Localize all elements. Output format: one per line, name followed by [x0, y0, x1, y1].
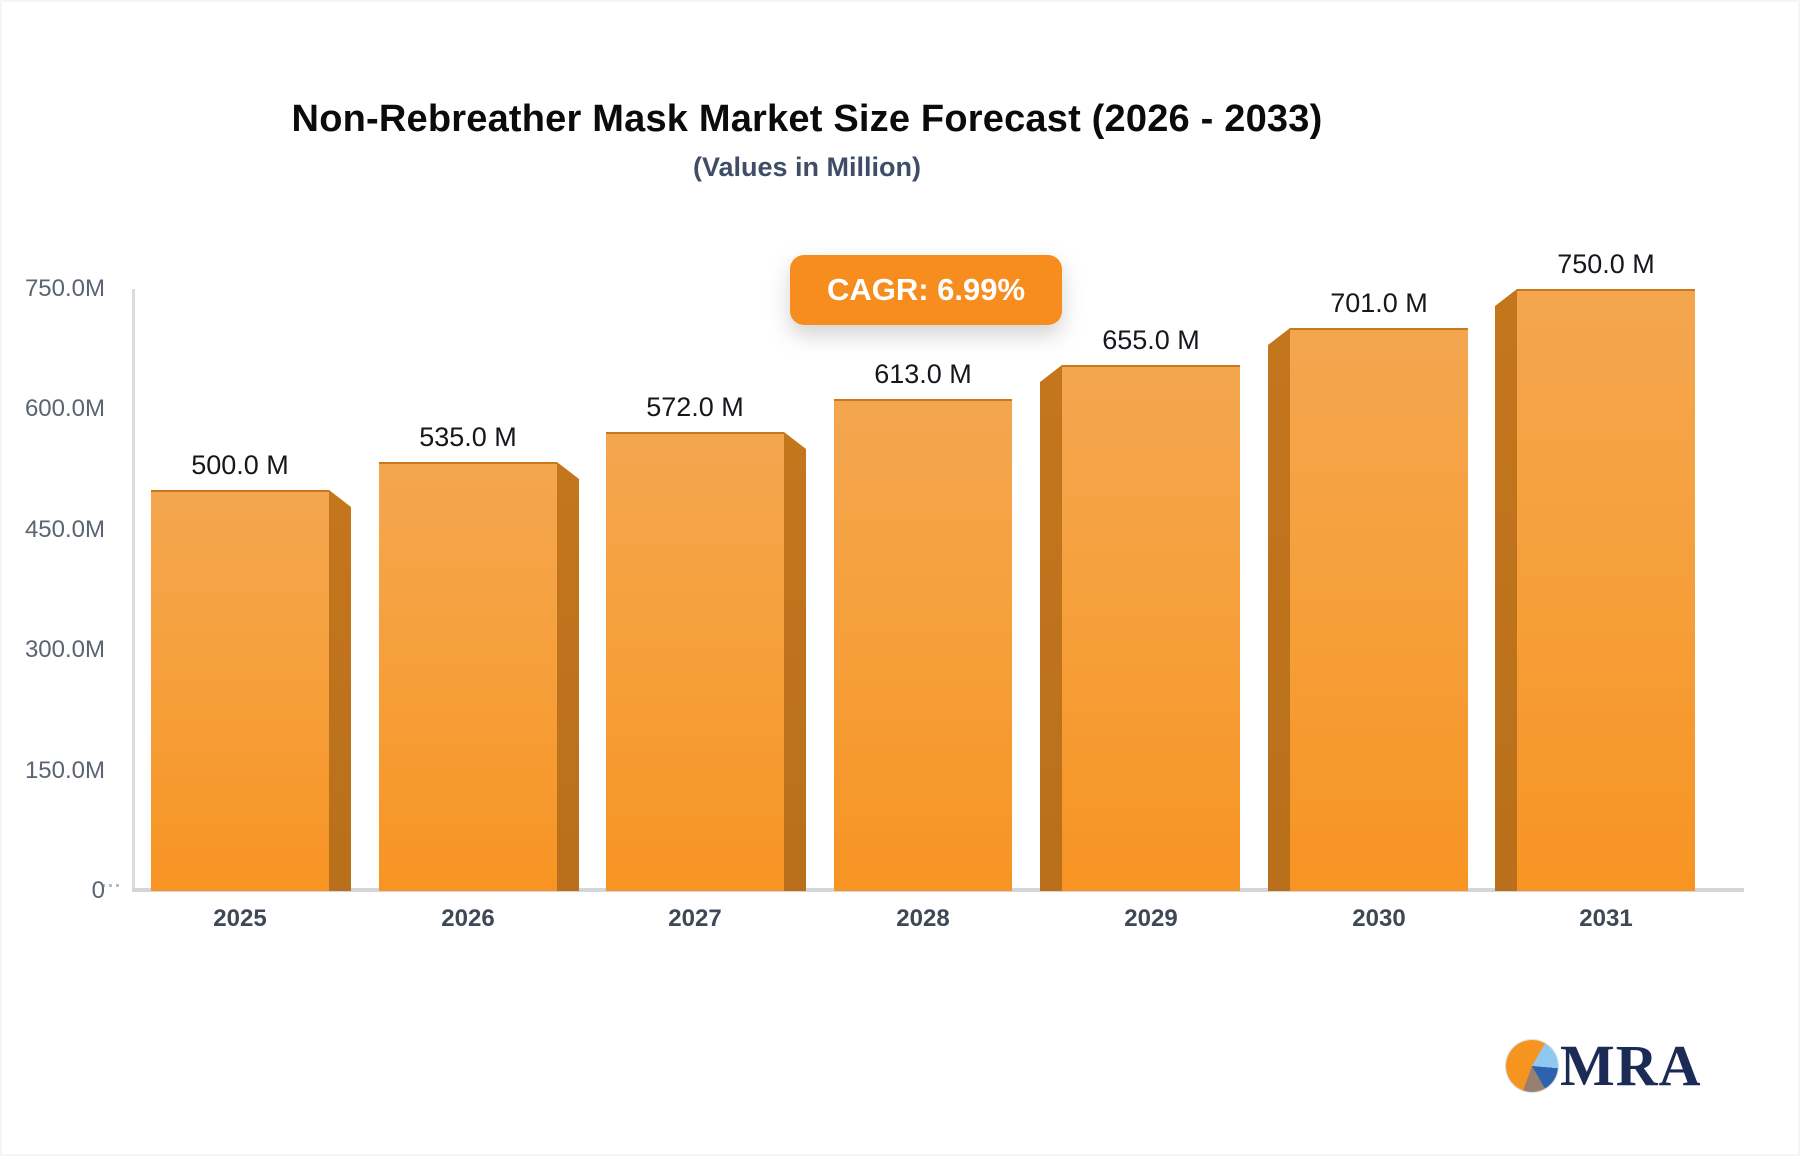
bar-side-face-2029	[1040, 365, 1062, 891]
mra-logo: MRA	[1506, 1033, 1702, 1098]
x-axis-label-2027: 2027	[668, 905, 722, 932]
y-axis-tick-label-300.0M: 300.0M	[24, 636, 105, 663]
zero-tick-mark	[102, 884, 119, 887]
bar-2028	[834, 399, 1012, 891]
bar-side-face-2030	[1268, 328, 1290, 891]
x-axis-label-2025: 2025	[213, 905, 267, 932]
bar-value-label-2028: 613.0 M	[874, 359, 972, 389]
x-axis-label-2028: 2028	[896, 905, 950, 932]
bar-2027	[606, 432, 784, 891]
x-axis-label-2026: 2026	[441, 905, 495, 932]
y-axis-tick-label-450.0M: 450.0M	[24, 516, 105, 543]
x-axis-label-2029: 2029	[1124, 905, 1178, 932]
bar-value-label-2031: 750.0 M	[1557, 249, 1655, 279]
y-axis-tick-label-150.0M: 150.0M	[24, 757, 105, 784]
bar-side-face-2025	[329, 490, 351, 891]
bar-side-face-2031	[1495, 289, 1517, 891]
bar-2029	[1062, 365, 1240, 891]
bar-value-label-2027: 572.0 M	[646, 392, 744, 422]
y-axis-tick-label-600.0M: 600.0M	[24, 395, 105, 422]
bar-2030	[1290, 328, 1468, 891]
pie-chart-icon	[1506, 1040, 1558, 1092]
mra-logo-text: MRA	[1560, 1033, 1702, 1098]
x-axis-label-2031: 2031	[1579, 905, 1633, 932]
chart-subtitle: (Values in Million)	[692, 152, 922, 182]
cagr-badge-label: CAGR: 6.99%	[826, 272, 1026, 307]
cagr-badge: CAGR: 6.99%	[790, 255, 1062, 325]
x-axis-label-2030: 2030	[1352, 905, 1406, 932]
bar-value-label-2030: 701.0 M	[1330, 288, 1428, 318]
bar-value-label-2029: 655.0 M	[1102, 325, 1200, 355]
bar-2031	[1517, 289, 1695, 891]
chart-title: Non-Rebreather Mask Market Size Forecast…	[291, 98, 1323, 140]
bar-2026	[379, 462, 557, 891]
y-axis-line	[132, 289, 135, 889]
bar-value-label-2026: 535.0 M	[419, 422, 517, 452]
bar-side-face-2026	[557, 462, 579, 891]
bar-value-label-2025: 500.0 M	[191, 450, 289, 480]
y-axis-tick-label-0: 0	[91, 877, 105, 904]
bar-2025	[151, 490, 329, 891]
y-axis-tick-label-750.0M: 750.0M	[24, 275, 105, 302]
bar-side-face-2027	[784, 432, 806, 891]
